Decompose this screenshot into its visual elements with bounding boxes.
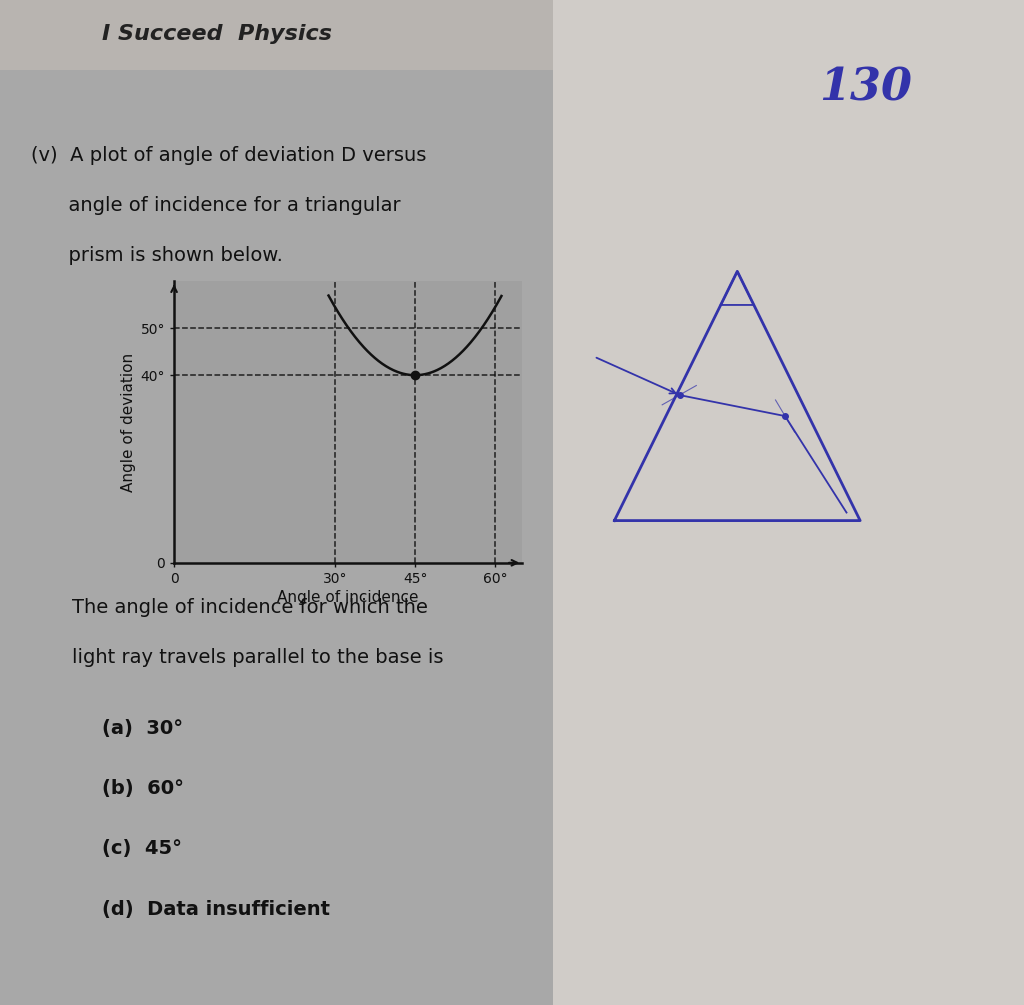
Text: (a)  30°: (a) 30° <box>102 719 183 738</box>
Text: 130: 130 <box>819 66 912 110</box>
Text: The angle of incidence for which the: The angle of incidence for which the <box>72 598 428 617</box>
Text: (v)  A plot of angle of deviation D versus: (v) A plot of angle of deviation D versu… <box>31 146 426 165</box>
Y-axis label: Angle of deviation: Angle of deviation <box>122 353 136 491</box>
X-axis label: Angle of incidence: Angle of incidence <box>278 590 419 605</box>
Text: prism is shown below.: prism is shown below. <box>31 246 283 265</box>
Text: light ray travels parallel to the base is: light ray travels parallel to the base i… <box>72 648 443 667</box>
Text: (b)  60°: (b) 60° <box>102 779 184 798</box>
Text: (c)  45°: (c) 45° <box>102 839 182 858</box>
Text: angle of incidence for a triangular: angle of incidence for a triangular <box>31 196 400 215</box>
Text: I Succeed  Physics: I Succeed Physics <box>102 24 333 44</box>
Text: (d)  Data insufficient: (d) Data insufficient <box>102 899 331 919</box>
